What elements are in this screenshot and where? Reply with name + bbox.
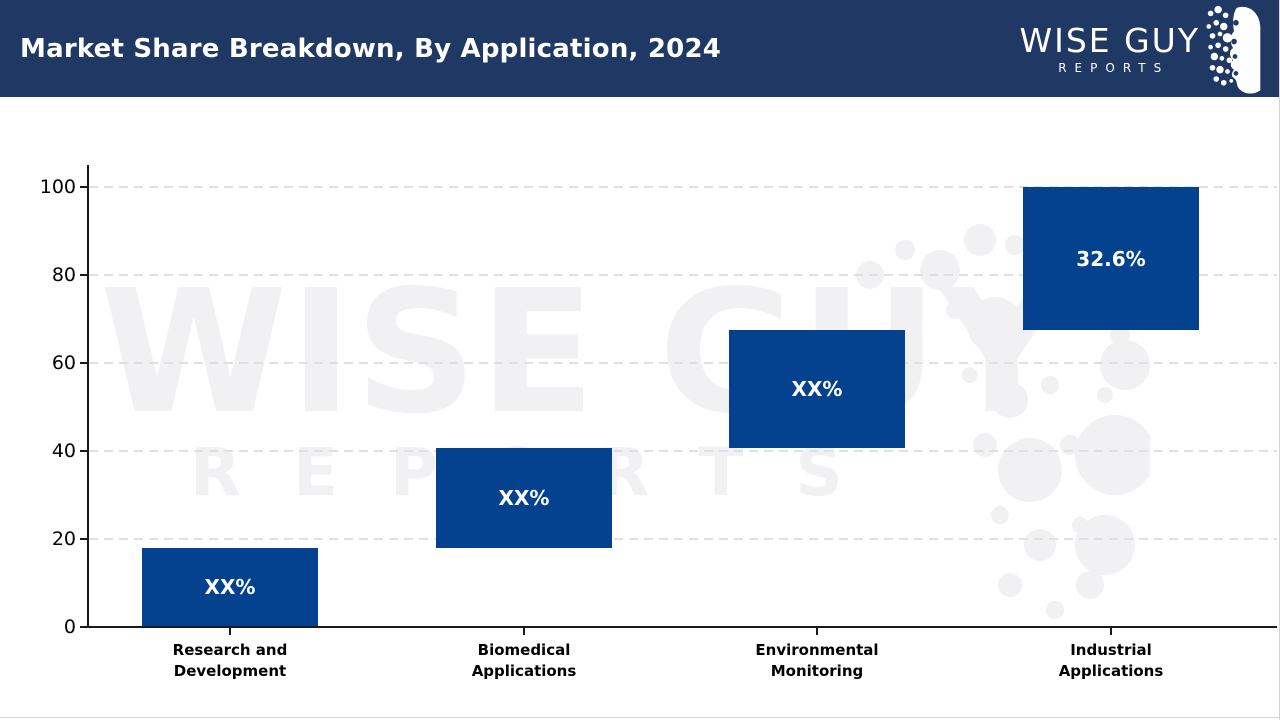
y-tick-20 [80, 538, 87, 540]
x-tick [1110, 628, 1112, 635]
x-category-label: Environmental Monitoring [755, 641, 879, 680]
gridline-40 [89, 450, 1277, 452]
gridline-20 [89, 538, 1277, 540]
y-axis-spine [87, 165, 89, 628]
y-tick-40 [80, 450, 87, 452]
y-tick-label-20: 20 [51, 528, 76, 550]
bar-value-label: XX% [791, 377, 843, 402]
x-axis-spine [87, 626, 1277, 628]
x-category-label: Biomedical Applications [471, 641, 577, 680]
gridline-80 [89, 274, 1277, 276]
y-tick-label-0: 0 [63, 616, 76, 638]
bar-segment: XX% [729, 330, 905, 448]
wiseguy-logo-secondary: REPORTS [1058, 60, 1170, 75]
y-tick-label-60: 60 [51, 352, 76, 374]
y-tick-label-40: 40 [51, 440, 76, 462]
y-tick-label-100: 100 [39, 176, 76, 198]
x-category-label: Research and Development [172, 641, 288, 680]
gridline-60 [89, 362, 1277, 364]
watermark-face-dots [856, 224, 1150, 619]
x-tick [229, 628, 231, 635]
x-tick [816, 628, 818, 635]
x-tick [523, 628, 525, 635]
y-tick-0 [80, 626, 87, 628]
bar-value-label: XX% [204, 575, 256, 600]
figure-border [0, 717, 1279, 718]
wiseguy-logo: WISE GUY REPORTS [1019, 4, 1266, 94]
bar-segment: XX% [142, 547, 318, 627]
bar-segment: 32.6% [1023, 187, 1199, 331]
y-tick-label-80: 80 [51, 264, 76, 286]
wiseguy-logo-primary: WISE GUY [1019, 20, 1200, 60]
y-tick-60 [80, 362, 87, 364]
wiseguy-face-icon [1206, 5, 1261, 94]
header-band: Market Share Breakdown, By Application, … [0, 0, 1279, 97]
x-category-label: Industrial Applications [1058, 641, 1164, 680]
y-tick-80 [80, 274, 87, 276]
wiseguy-logo-text: WISE GUY REPORTS [1019, 24, 1200, 74]
bar-value-label: XX% [498, 485, 550, 510]
bar-value-label: 32.6% [1076, 246, 1146, 271]
gridline-100 [89, 186, 1277, 188]
bar-segment: XX% [436, 447, 612, 548]
page-title: Market Share Breakdown, By Application, … [20, 33, 722, 64]
y-tick-100 [80, 186, 87, 188]
